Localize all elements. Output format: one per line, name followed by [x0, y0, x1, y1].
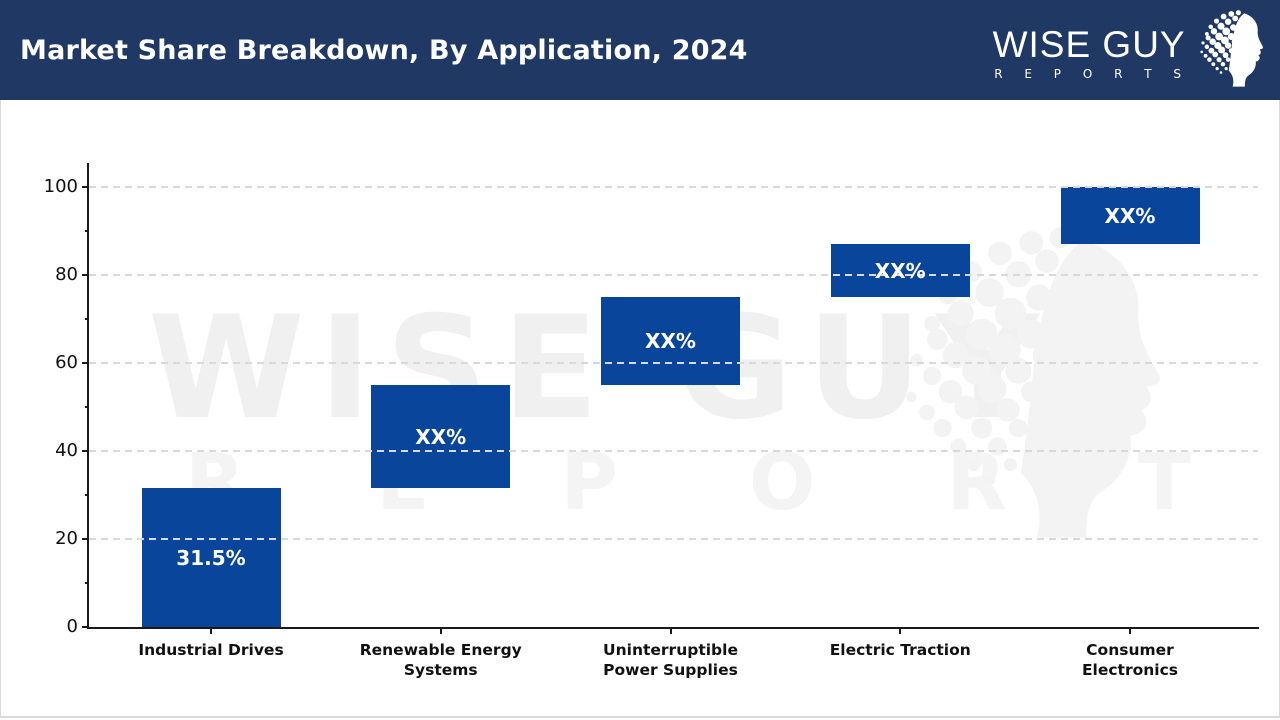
- category-label: Consumer Electronics: [1081, 641, 1179, 679]
- gridline: [89, 274, 1258, 276]
- category-label: Industrial Drives: [138, 641, 284, 659]
- bar-value-label: XX%: [415, 424, 467, 449]
- category-label: Electric Traction: [829, 641, 971, 659]
- gridline: [89, 538, 1258, 540]
- brand-logo: WISE GUY R E P O R T S: [988, 4, 1268, 96]
- x-axis: [87, 627, 1259, 629]
- y-tick: [82, 362, 89, 364]
- bar: [141, 488, 281, 627]
- y-tick-label: 80: [55, 264, 78, 285]
- x-tick: [1129, 627, 1131, 634]
- x-tick: [439, 627, 442, 634]
- y-tick-label: 0: [66, 616, 78, 637]
- y-minor-tick: [85, 406, 89, 408]
- gridline: [89, 186, 1258, 188]
- y-tick: [82, 274, 89, 276]
- bar-value-label: XX%: [874, 258, 926, 283]
- category-label: Renewable Energy Systems: [359, 641, 522, 679]
- y-minor-tick: [85, 582, 89, 584]
- x-tick: [899, 627, 902, 634]
- gridline: [89, 450, 1258, 452]
- y-tick: [82, 538, 89, 540]
- y-tick-label: 40: [55, 440, 78, 461]
- brand-name: WISE GUY: [992, 24, 1186, 65]
- y-minor-tick: [85, 230, 89, 232]
- bar-value-label: XX%: [645, 329, 696, 353]
- page-title: Market Share Breakdown, By Application, …: [20, 34, 748, 66]
- bar-value-label: 31.5%: [176, 545, 246, 570]
- x-tick: [669, 627, 672, 634]
- y-minor-tick: [85, 494, 89, 496]
- y-axis: [87, 163, 89, 629]
- brand-text: WISE GUY R E P O R T S: [988, 24, 1190, 82]
- head-logo-icon: [1200, 10, 1263, 87]
- bar: [1060, 187, 1200, 245]
- bar: [371, 385, 511, 489]
- y-minor-tick: [85, 318, 89, 320]
- bar: [830, 244, 970, 297]
- bar: [601, 297, 740, 385]
- y-tick: [82, 186, 89, 188]
- brand-reports: R E P O R T S: [994, 67, 1190, 81]
- y-tick-label: 60: [55, 352, 78, 373]
- y-tick-label: 20: [55, 528, 78, 549]
- gridline: [89, 362, 1258, 364]
- y-tick: [82, 450, 89, 452]
- y-tick: [82, 626, 89, 628]
- x-tick: [210, 627, 212, 634]
- category-label: Uninterruptible Power Supplies: [603, 641, 738, 679]
- y-tick-label: 100: [43, 176, 78, 197]
- bar-value-label: XX%: [1104, 203, 1156, 228]
- header: Market Share Breakdown, By Application, …: [0, 0, 1280, 100]
